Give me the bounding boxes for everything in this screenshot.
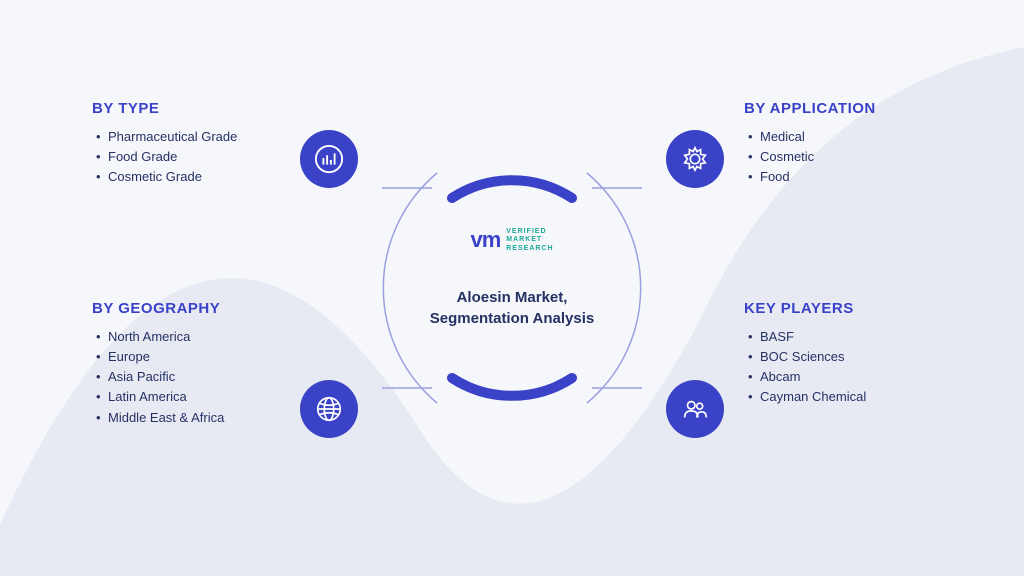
hub-arc-bottom [452,378,572,396]
people-icon [666,380,724,438]
list-item: Food Grade [96,147,292,167]
center-hub: vm VERIFIED MARKET RESEARCH Aloesin Mark… [342,118,682,458]
list-item: Cayman Chemical [748,387,944,407]
list-item: BOC Sciences [748,347,944,367]
section-by-geography: BY GEOGRAPHY North America Europe Asia P… [92,300,292,428]
list-item: North America [96,327,292,347]
list-item: Middle East & Africa [96,408,292,428]
list-item: Latin America [96,387,292,407]
globe-icon [300,380,358,438]
list-by-geography: North America Europe Asia Pacific Latin … [92,327,292,428]
heading-by-type: BY TYPE [92,100,292,117]
list-item: Food [748,167,944,187]
bar-chart-icon [300,130,358,188]
list-item: Medical [748,127,944,147]
list-item: Asia Pacific [96,367,292,387]
list-item: Europe [96,347,292,367]
list-by-type: Pharmaceutical Grade Food Grade Cosmetic… [92,127,292,187]
heading-key-players: KEY PLAYERS [744,300,944,317]
section-by-application: BY APPLICATION Medical Cosmetic Food [744,100,944,187]
logo: vm VERIFIED MARKET RESEARCH [470,227,553,253]
logo-mark: vm [470,227,500,253]
list-item: Cosmetic [748,147,944,167]
gear-icon [666,130,724,188]
list-by-application: Medical Cosmetic Food [744,127,944,187]
section-by-type: BY TYPE Pharmaceutical Grade Food Grade … [92,100,292,187]
hub-arc-top [452,180,572,198]
list-item: Cosmetic Grade [96,167,292,187]
heading-by-geography: BY GEOGRAPHY [92,300,292,317]
heading-by-application: BY APPLICATION [744,100,944,117]
center-title: Aloesin Market, Segmentation Analysis [422,288,602,329]
logo-text: VERIFIED MARKET RESEARCH [506,228,553,253]
list-item: Pharmaceutical Grade [96,127,292,147]
list-item: BASF [748,327,944,347]
section-key-players: KEY PLAYERS BASF BOC Sciences Abcam Caym… [744,300,944,408]
list-key-players: BASF BOC Sciences Abcam Cayman Chemical [744,327,944,408]
list-item: Abcam [748,367,944,387]
